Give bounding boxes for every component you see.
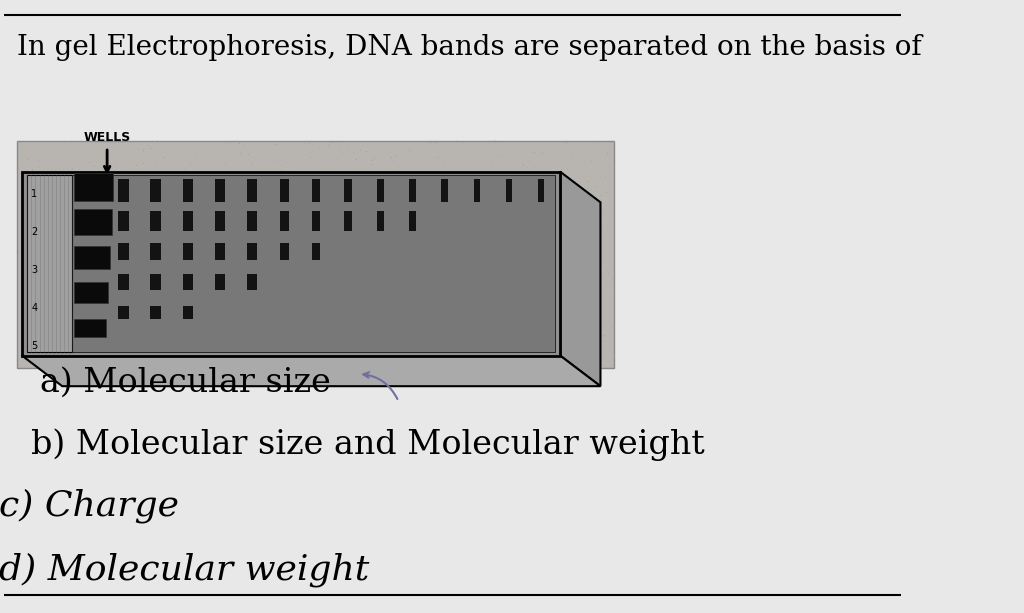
FancyBboxPatch shape (247, 211, 257, 231)
FancyBboxPatch shape (441, 179, 449, 202)
FancyBboxPatch shape (182, 243, 193, 260)
FancyBboxPatch shape (151, 211, 161, 231)
Text: 3: 3 (32, 265, 38, 275)
FancyBboxPatch shape (215, 274, 224, 289)
Text: WELLS: WELLS (84, 131, 131, 144)
FancyBboxPatch shape (151, 179, 161, 202)
FancyBboxPatch shape (409, 211, 417, 231)
Polygon shape (560, 172, 600, 386)
FancyBboxPatch shape (74, 246, 110, 269)
Text: 1: 1 (32, 189, 38, 199)
FancyBboxPatch shape (22, 172, 560, 356)
FancyBboxPatch shape (409, 179, 417, 202)
FancyBboxPatch shape (74, 319, 106, 337)
Text: 5: 5 (32, 341, 38, 351)
Text: c) Charge: c) Charge (0, 489, 179, 523)
FancyBboxPatch shape (118, 274, 129, 289)
FancyBboxPatch shape (215, 211, 224, 231)
Polygon shape (28, 175, 72, 352)
FancyBboxPatch shape (74, 282, 108, 303)
FancyBboxPatch shape (506, 179, 512, 202)
FancyBboxPatch shape (182, 179, 193, 202)
FancyBboxPatch shape (312, 211, 321, 231)
FancyBboxPatch shape (473, 179, 480, 202)
FancyBboxPatch shape (377, 179, 384, 202)
Polygon shape (22, 356, 600, 386)
FancyBboxPatch shape (118, 243, 129, 260)
FancyBboxPatch shape (280, 211, 289, 231)
FancyBboxPatch shape (344, 179, 352, 202)
FancyBboxPatch shape (247, 179, 257, 202)
FancyBboxPatch shape (312, 243, 321, 260)
FancyBboxPatch shape (247, 243, 257, 260)
FancyBboxPatch shape (312, 179, 321, 202)
FancyBboxPatch shape (539, 179, 545, 202)
FancyBboxPatch shape (74, 173, 114, 200)
FancyBboxPatch shape (151, 274, 161, 289)
FancyBboxPatch shape (182, 305, 193, 319)
Text: In gel Electrophoresis, DNA bands are separated on the basis of: In gel Electrophoresis, DNA bands are se… (17, 34, 923, 61)
FancyBboxPatch shape (118, 211, 129, 231)
Text: d) Molecular weight: d) Molecular weight (0, 553, 370, 587)
FancyBboxPatch shape (182, 274, 193, 289)
FancyBboxPatch shape (28, 175, 555, 352)
Text: 2: 2 (32, 227, 38, 237)
FancyBboxPatch shape (74, 209, 112, 235)
FancyBboxPatch shape (182, 211, 193, 231)
FancyBboxPatch shape (247, 274, 257, 289)
FancyBboxPatch shape (215, 243, 224, 260)
FancyBboxPatch shape (118, 179, 129, 202)
FancyBboxPatch shape (118, 305, 129, 319)
FancyBboxPatch shape (377, 211, 384, 231)
FancyBboxPatch shape (17, 141, 614, 368)
Text: 4: 4 (32, 303, 38, 313)
FancyBboxPatch shape (151, 243, 161, 260)
FancyBboxPatch shape (151, 305, 161, 319)
Text: b) Molecular size and Molecular weight: b) Molecular size and Molecular weight (31, 428, 705, 461)
FancyBboxPatch shape (215, 179, 224, 202)
FancyBboxPatch shape (280, 179, 289, 202)
Text: a) Molecular size: a) Molecular size (40, 367, 331, 399)
FancyBboxPatch shape (280, 243, 289, 260)
FancyBboxPatch shape (344, 211, 352, 231)
